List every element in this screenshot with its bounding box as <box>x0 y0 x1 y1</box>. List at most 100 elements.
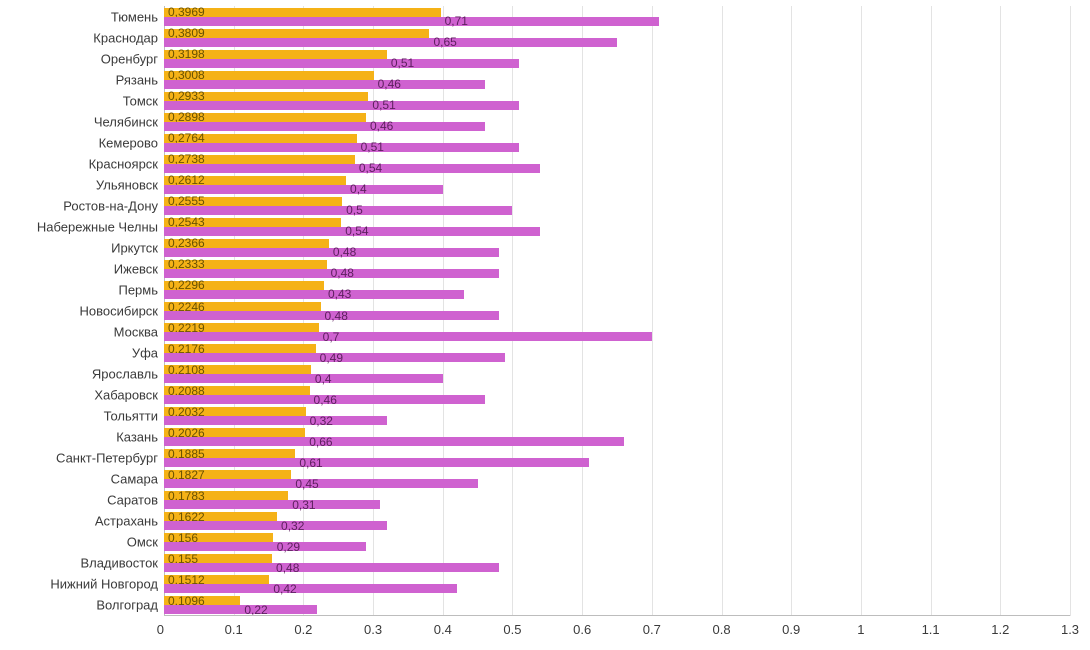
category-label: Ростов-на-Дону <box>63 198 158 213</box>
x-tick-label: 0.3 <box>364 622 382 637</box>
value-axis: 00.10.20.30.40.50.60.70.80.911.11.21.3 <box>164 616 1070 644</box>
bar-row: 0,27380,54 <box>164 155 1070 173</box>
bar-value-series-b: 0,66 <box>309 433 332 451</box>
category-label: Санкт-Петербург <box>56 451 158 466</box>
bar-row: 0,20260,66 <box>164 428 1070 446</box>
bar-value-series-b: 0,29 <box>277 538 300 556</box>
bar-value-series-b: 0,46 <box>314 391 337 409</box>
bar-value-series-b: 0,43 <box>328 285 351 303</box>
x-tick-label: 1 <box>857 622 864 637</box>
bar-row: 0,20320,32 <box>164 407 1070 425</box>
bar-series-b <box>164 206 512 215</box>
bar-series-b <box>164 143 519 152</box>
category-label: Саратов <box>107 493 158 508</box>
bar-row: 0,22460,48 <box>164 302 1070 320</box>
bars-layer: 0,39690,710,38090,650,31980,510,30080,46… <box>164 6 1070 616</box>
bar-value-series-b: 0,49 <box>320 349 343 367</box>
bar-value-series-b: 0,7 <box>323 328 340 346</box>
bar-value-series-b: 0,5 <box>346 201 363 219</box>
bar-series-b <box>164 59 519 68</box>
x-tick-label: 0.1 <box>225 622 243 637</box>
bar-row: 0,29330,51 <box>164 92 1070 110</box>
bar-value-series-b: 0,71 <box>445 12 468 30</box>
bar-value-series-b: 0,54 <box>359 159 382 177</box>
bar-series-b <box>164 290 464 299</box>
plot-area: ТюменьКраснодарОренбургРязаньТомскЧеляби… <box>6 6 1070 644</box>
bar-value-series-b: 0,51 <box>372 96 395 114</box>
bar-value-series-b: 0,4 <box>350 180 367 198</box>
bar-series-b <box>164 101 519 110</box>
bar-row: 0,31980,51 <box>164 50 1070 68</box>
bar-series-b <box>164 185 443 194</box>
bar-value-series-b: 0,48 <box>325 307 348 325</box>
x-tick-label: 0.8 <box>712 622 730 637</box>
bar-series-b <box>164 164 540 173</box>
bar-value-series-b: 0,51 <box>361 138 384 156</box>
bar-row: 0,17830,31 <box>164 491 1070 509</box>
bar-series-b <box>164 479 478 488</box>
bar-row: 0,21760,49 <box>164 344 1070 362</box>
category-label: Хабаровск <box>94 388 158 403</box>
category-label: Пермь <box>118 282 158 297</box>
category-label: Москва <box>114 325 158 340</box>
bar-series-a <box>164 8 441 17</box>
bar-value-series-b: 0,54 <box>345 222 368 240</box>
x-tick-label: 0.9 <box>782 622 800 637</box>
bar-value-series-b: 0,46 <box>370 117 393 135</box>
bar-value-series-b: 0,46 <box>378 75 401 93</box>
category-label: Казань <box>116 430 158 445</box>
bar-value-series-b: 0,48 <box>333 243 356 261</box>
category-label: Кемерово <box>99 135 158 150</box>
bar-row: 0,25550,5 <box>164 197 1070 215</box>
bar-series-b <box>164 80 485 89</box>
bar-value-series-b: 0,65 <box>433 33 456 51</box>
bar-series-b <box>164 584 457 593</box>
bar-value-series-b: 0,48 <box>276 559 299 577</box>
bar-row: 0,15120,42 <box>164 575 1070 593</box>
bar-series-b <box>164 38 617 47</box>
bar-row: 0,22960,43 <box>164 281 1070 299</box>
bar-row: 0,38090,65 <box>164 29 1070 47</box>
category-label: Краснодар <box>93 30 158 45</box>
bar-row: 0,25430,54 <box>164 218 1070 236</box>
bar-series-b <box>164 248 499 257</box>
category-label: Рязань <box>116 72 158 87</box>
bar-value-series-b: 0,32 <box>281 517 304 535</box>
bar-value-series-b: 0,42 <box>273 580 296 598</box>
chart-container: ТюменьКраснодарОренбургРязаньТомскЧеляби… <box>0 0 1090 650</box>
bar-row: 0,10960,22 <box>164 596 1070 614</box>
category-label: Новосибирск <box>80 304 159 319</box>
bar-value-series-b: 0,45 <box>295 475 318 493</box>
bar-value-series-b: 0,31 <box>292 496 315 514</box>
bar-value-series-b: 0,48 <box>331 264 354 282</box>
bar-row: 0,18270,45 <box>164 470 1070 488</box>
category-label: Иркутск <box>111 240 158 255</box>
bar-row: 0,26120,4 <box>164 176 1070 194</box>
category-label: Томск <box>123 93 158 108</box>
bar-series-b <box>164 458 589 467</box>
bar-series-b <box>164 563 499 572</box>
bar-row: 0,27640,51 <box>164 134 1070 152</box>
bar-series-b <box>164 605 317 614</box>
category-label: Оренбург <box>101 51 158 66</box>
bar-row: 0,20880,46 <box>164 386 1070 404</box>
category-label: Ижевск <box>114 261 158 276</box>
x-tick-label: 1.2 <box>991 622 1009 637</box>
x-tick-label: 1.1 <box>922 622 940 637</box>
bar-row: 0,28980,46 <box>164 113 1070 131</box>
x-tick-label: 0.7 <box>643 622 661 637</box>
category-label: Нижний Новгород <box>50 577 158 592</box>
gridline <box>1070 6 1071 616</box>
bar-row: 0,23330,48 <box>164 260 1070 278</box>
bar-row: 0,1560,29 <box>164 533 1070 551</box>
bar-series-b <box>164 17 659 26</box>
bar-series-b <box>164 437 624 446</box>
category-label: Тольятти <box>104 409 158 424</box>
category-label: Ульяновск <box>96 177 158 192</box>
bar-row: 0,16220,32 <box>164 512 1070 530</box>
category-label: Набережные Челны <box>37 219 158 234</box>
bar-value-series-b: 0,61 <box>299 454 322 472</box>
bar-row: 0,23660,48 <box>164 239 1070 257</box>
category-label: Челябинск <box>94 114 158 129</box>
category-label: Владивосток <box>80 556 158 571</box>
